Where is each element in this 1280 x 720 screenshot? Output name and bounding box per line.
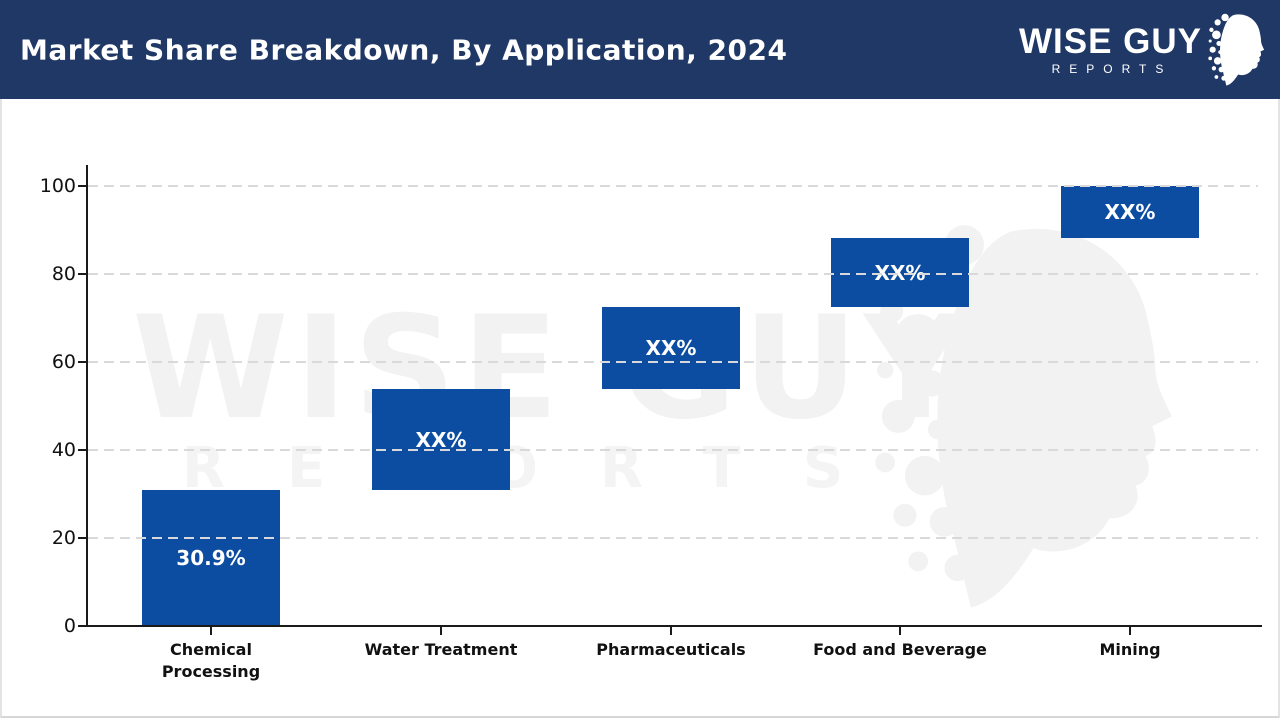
x-tick-mark (1129, 627, 1131, 635)
y-tick-mark (78, 449, 87, 451)
gridline (88, 361, 1258, 363)
y-tick-label: 20 (51, 527, 76, 549)
x-tick-mark (440, 627, 442, 635)
bar-water-treatment: XX% (372, 389, 510, 490)
category-label: Pharmaceuticals (596, 640, 746, 659)
x-axis-line (86, 625, 1262, 627)
category-label: Food and Beverage (813, 640, 987, 659)
bar-value-label: XX% (874, 260, 926, 285)
gridline (88, 449, 1258, 451)
header-bar: Market Share Breakdown, By Application, … (0, 0, 1280, 99)
bar-value-label: XX% (1104, 200, 1156, 224)
x-tick-mark (210, 627, 212, 635)
bar-food-and-beverage: XX% (831, 238, 969, 307)
y-tick-label: 60 (51, 351, 76, 373)
wiseguy-logo-text: WISE GUY REPORTS (1019, 24, 1202, 75)
gridline (88, 185, 1258, 187)
y-axis-line (86, 165, 88, 627)
y-tick-label: 100 (39, 175, 76, 197)
y-tick-mark (78, 537, 87, 539)
logo-line1: WISE GUY (1018, 22, 1202, 61)
logo-line2: REPORTS (1051, 62, 1173, 76)
category-label: Mining (1099, 640, 1161, 659)
y-tick-label: 0 (63, 615, 76, 637)
category-label: Chemical Processing (161, 640, 261, 681)
bar-value-label: XX% (645, 336, 697, 360)
bar-value-label: 30.9% (176, 546, 246, 570)
bar-chemical-processing: 30.9% (142, 490, 280, 626)
y-tick-label: 40 (51, 439, 76, 461)
wiseguy-logo: WISE GUY REPORTS (1019, 11, 1266, 89)
watermark-text: WISE GUY (132, 286, 973, 451)
y-tick-label: 80 (51, 263, 76, 285)
x-tick-mark (899, 627, 901, 635)
bar-pharmaceuticals: XX% (602, 307, 740, 389)
gridline (88, 537, 1258, 539)
y-tick-mark (78, 361, 87, 363)
y-tick-mark (78, 273, 87, 275)
y-tick-mark (78, 185, 87, 187)
bar-value-label: XX% (415, 427, 467, 452)
gridline (88, 273, 1258, 275)
page-title: Market Share Breakdown, By Application, … (20, 33, 788, 66)
y-tick-mark (78, 625, 87, 627)
bar-mining: XX% (1061, 186, 1199, 238)
x-tick-mark (670, 627, 672, 635)
category-label: Water Treatment (364, 640, 518, 659)
watermark-subtext: REPORTS (182, 436, 906, 501)
